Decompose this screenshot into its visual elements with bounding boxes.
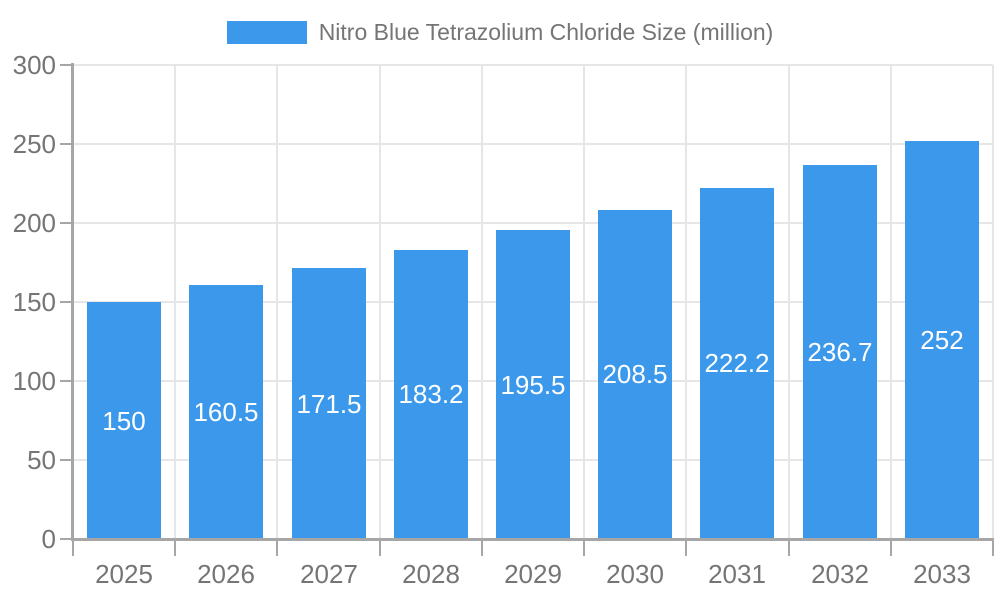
x-tick bbox=[685, 541, 687, 556]
v-gridline bbox=[583, 65, 585, 539]
bar-value-label: 222.2 bbox=[704, 348, 770, 378]
y-tick bbox=[60, 459, 73, 461]
y-tick bbox=[60, 143, 73, 145]
y-tick-label: 0 bbox=[41, 524, 56, 554]
v-gridline bbox=[276, 65, 278, 539]
h-gridline bbox=[73, 143, 993, 145]
x-tick-label: 2025 bbox=[95, 559, 153, 589]
v-gridline bbox=[379, 65, 381, 539]
bar[interactable] bbox=[189, 285, 263, 539]
v-gridline bbox=[992, 65, 994, 539]
y-tick-label: 50 bbox=[27, 445, 56, 475]
y-tick bbox=[60, 380, 73, 382]
x-tick bbox=[174, 541, 176, 556]
bar[interactable] bbox=[292, 268, 366, 539]
v-gridline bbox=[481, 65, 483, 539]
v-gridline bbox=[890, 65, 892, 539]
x-tick-label: 2028 bbox=[402, 559, 460, 589]
legend-swatch-icon[interactable] bbox=[226, 20, 307, 44]
bar[interactable] bbox=[87, 302, 161, 539]
x-tick-label: 2031 bbox=[708, 559, 766, 589]
x-tick bbox=[276, 541, 278, 556]
x-tick bbox=[481, 541, 483, 556]
y-tick-label: 150 bbox=[12, 287, 56, 317]
x-tick bbox=[992, 541, 994, 556]
x-tick-label: 2030 bbox=[606, 559, 664, 589]
y-tick-label: 100 bbox=[12, 366, 56, 396]
y-tick-label: 200 bbox=[12, 208, 56, 238]
x-tick-label: 2032 bbox=[811, 559, 869, 589]
x-tick bbox=[72, 541, 74, 556]
y-tick-label: 250 bbox=[12, 129, 56, 159]
legend: Nitro Blue Tetrazolium Chloride Size (mi… bbox=[0, 17, 1000, 47]
bar-value-label: 208.5 bbox=[602, 359, 668, 389]
bar-value-label: 150 bbox=[102, 406, 146, 436]
v-gridline bbox=[788, 65, 790, 539]
y-tick-label: 300 bbox=[12, 50, 56, 80]
v-gridline bbox=[174, 65, 176, 539]
x-axis-line bbox=[71, 538, 994, 541]
legend-label[interactable]: Nitro Blue Tetrazolium Chloride Size (mi… bbox=[318, 19, 774, 45]
y-tick bbox=[60, 64, 73, 66]
v-gridline bbox=[685, 65, 687, 539]
bar-value-label: 183.2 bbox=[398, 379, 464, 409]
y-axis-line bbox=[71, 63, 74, 541]
bar-value-label: 236.7 bbox=[807, 337, 873, 367]
bar-value-label: 160.5 bbox=[193, 397, 259, 427]
x-tick bbox=[583, 541, 585, 556]
h-gridline bbox=[73, 64, 993, 66]
y-tick bbox=[60, 538, 73, 540]
bar[interactable] bbox=[803, 165, 877, 539]
y-tick bbox=[60, 222, 73, 224]
bar[interactable] bbox=[905, 141, 979, 539]
x-tick bbox=[788, 541, 790, 556]
bar[interactable] bbox=[700, 188, 774, 539]
x-tick-label: 2026 bbox=[197, 559, 255, 589]
bar-value-label: 171.5 bbox=[296, 389, 362, 419]
bar-value-label: 252 bbox=[920, 325, 964, 355]
x-tick bbox=[890, 541, 892, 556]
h-gridline bbox=[73, 222, 993, 224]
x-tick-label: 2033 bbox=[913, 559, 971, 589]
x-tick-label: 2029 bbox=[504, 559, 562, 589]
x-tick-label: 2027 bbox=[300, 559, 358, 589]
y-tick bbox=[60, 301, 73, 303]
bar[interactable] bbox=[394, 250, 468, 539]
bar[interactable] bbox=[598, 210, 672, 539]
bar[interactable] bbox=[496, 230, 570, 539]
bar-value-label: 195.5 bbox=[500, 370, 566, 400]
x-tick bbox=[379, 541, 381, 556]
